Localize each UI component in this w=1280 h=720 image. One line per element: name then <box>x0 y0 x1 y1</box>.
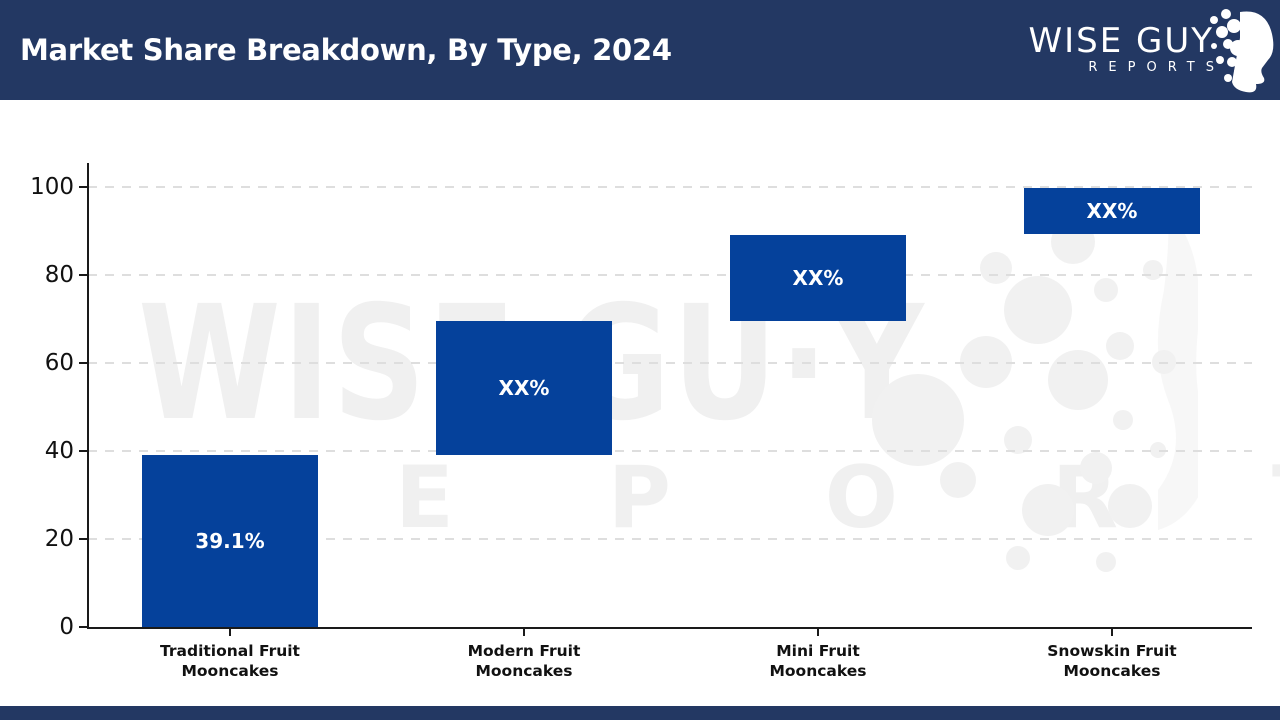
y-tick-label-40: 40 <box>44 438 74 464</box>
y-tick-mark-100 <box>79 186 88 188</box>
logo-reports-text: REPORTS <box>1088 60 1225 75</box>
x-axis-spine <box>87 627 1252 629</box>
y-tick-label-0: 0 <box>59 614 74 640</box>
y-tick-label-80: 80 <box>44 262 74 288</box>
logo-face-icon <box>1210 9 1274 93</box>
bar-value-label-2: XX% <box>792 266 844 291</box>
x-category-label-2: Mini Fruit Mooncakes <box>769 642 867 680</box>
y-tick-mark-60 <box>79 362 88 364</box>
x-category-label-0: Traditional Fruit Mooncakes <box>160 642 300 680</box>
x-tick-mark-3 <box>1111 629 1113 636</box>
gridline-40 <box>88 450 1252 452</box>
y-axis-spine <box>87 163 89 629</box>
x-category-label-1: Modern Fruit Mooncakes <box>467 642 581 680</box>
bar-segment-3: XX% <box>1024 187 1200 235</box>
bar-value-label-0: 39.1% <box>195 528 265 553</box>
page-title: Market Share Breakdown, By Type, 2024 <box>20 33 672 67</box>
bar-segment-1: XX% <box>436 321 612 455</box>
logo-wiseguy-text: WISE GUY <box>1028 21 1214 61</box>
y-tick-mark-40 <box>79 450 88 452</box>
header-bar: Market Share Breakdown, By Type, 2024 WI… <box>0 0 1280 100</box>
gridline-20 <box>88 538 1252 540</box>
y-tick-mark-80 <box>79 274 88 276</box>
bar-value-label-1: XX% <box>498 376 550 401</box>
gridline-60 <box>88 362 1252 364</box>
gridline-100 <box>88 186 1252 188</box>
x-tick-mark-2 <box>817 629 819 636</box>
y-tick-label-60: 60 <box>44 350 74 376</box>
x-tick-mark-0 <box>229 629 231 636</box>
y-tick-mark-20 <box>79 538 88 540</box>
bar-segment-0: 39.1% <box>142 454 318 627</box>
y-tick-label-100: 100 <box>30 174 74 200</box>
bar-segment-2: XX% <box>730 234 906 322</box>
y-tick-label-20: 20 <box>44 526 74 552</box>
x-tick-mark-1 <box>523 629 525 636</box>
x-category-label-3: Snowskin Fruit Mooncakes <box>1047 642 1177 680</box>
footer-bar <box>0 706 1280 720</box>
gridline-80 <box>88 274 1252 276</box>
y-tick-mark-0 <box>79 626 88 628</box>
logo: WISE GUY REPORTS <box>1028 24 1214 75</box>
bar-value-label-3: XX% <box>1086 198 1138 223</box>
